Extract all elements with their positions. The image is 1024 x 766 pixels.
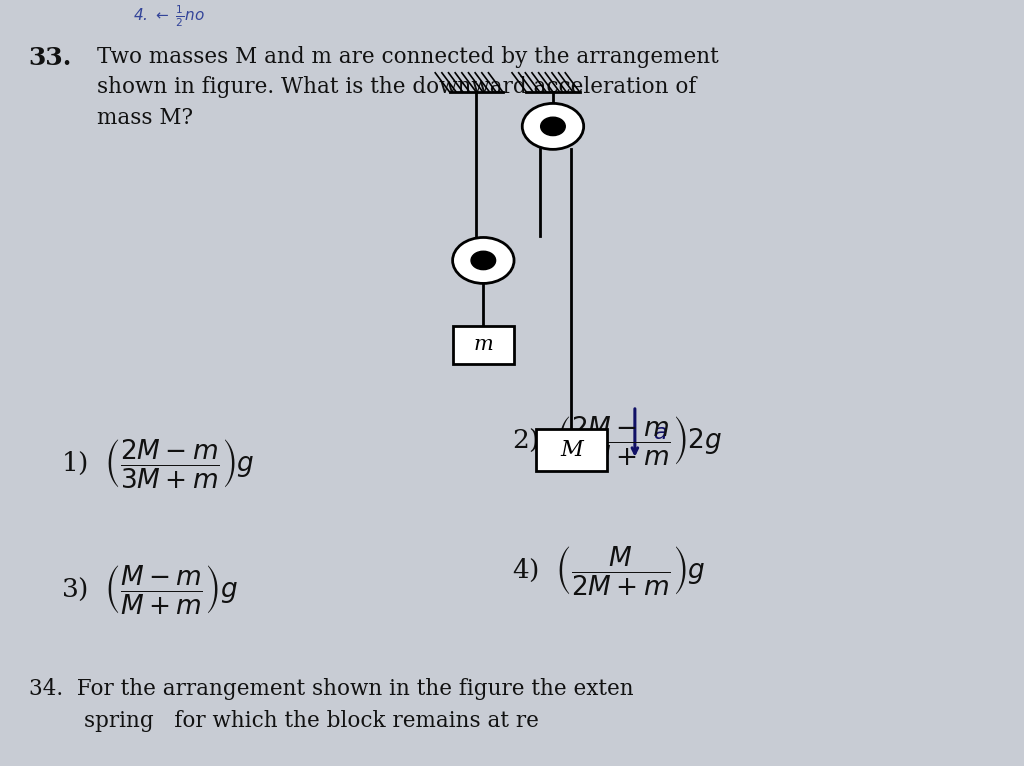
Text: 34.  For the arrangement shown in the figure the exten: 34. For the arrangement shown in the fig… bbox=[29, 678, 633, 700]
Text: 2)  $\left(\dfrac{2M-m}{4M+m}\right)2g$: 2) $\left(\dfrac{2M-m}{4M+m}\right)2g$ bbox=[512, 414, 722, 466]
Text: 1)  $\left(\dfrac{2M-m}{3M+m}\right)g$: 1) $\left(\dfrac{2M-m}{3M+m}\right)g$ bbox=[61, 437, 255, 489]
Bar bbox=[536, 429, 607, 471]
Text: $a$: $a$ bbox=[653, 422, 668, 444]
Text: spring   for which the block remains at re: spring for which the block remains at re bbox=[29, 710, 539, 732]
Text: M: M bbox=[560, 439, 583, 461]
Text: m: m bbox=[473, 336, 494, 354]
Bar bbox=[453, 326, 514, 364]
Circle shape bbox=[471, 251, 496, 270]
Text: 4. $\leftarrow$ $\frac{1}{2}$no: 4. $\leftarrow$ $\frac{1}{2}$no bbox=[133, 4, 205, 29]
Circle shape bbox=[453, 237, 514, 283]
Text: 4)  $\left(\dfrac{M}{2M+m}\right)g$: 4) $\left(\dfrac{M}{2M+m}\right)g$ bbox=[512, 544, 706, 597]
Circle shape bbox=[522, 103, 584, 149]
Text: 33.: 33. bbox=[29, 46, 72, 70]
Circle shape bbox=[541, 117, 565, 136]
Text: Two masses M and m are connected by the arrangement
shown in figure. What is the: Two masses M and m are connected by the … bbox=[97, 46, 719, 129]
Text: 3)  $\left(\dfrac{M-m}{M+m}\right)g$: 3) $\left(\dfrac{M-m}{M+m}\right)g$ bbox=[61, 563, 239, 616]
